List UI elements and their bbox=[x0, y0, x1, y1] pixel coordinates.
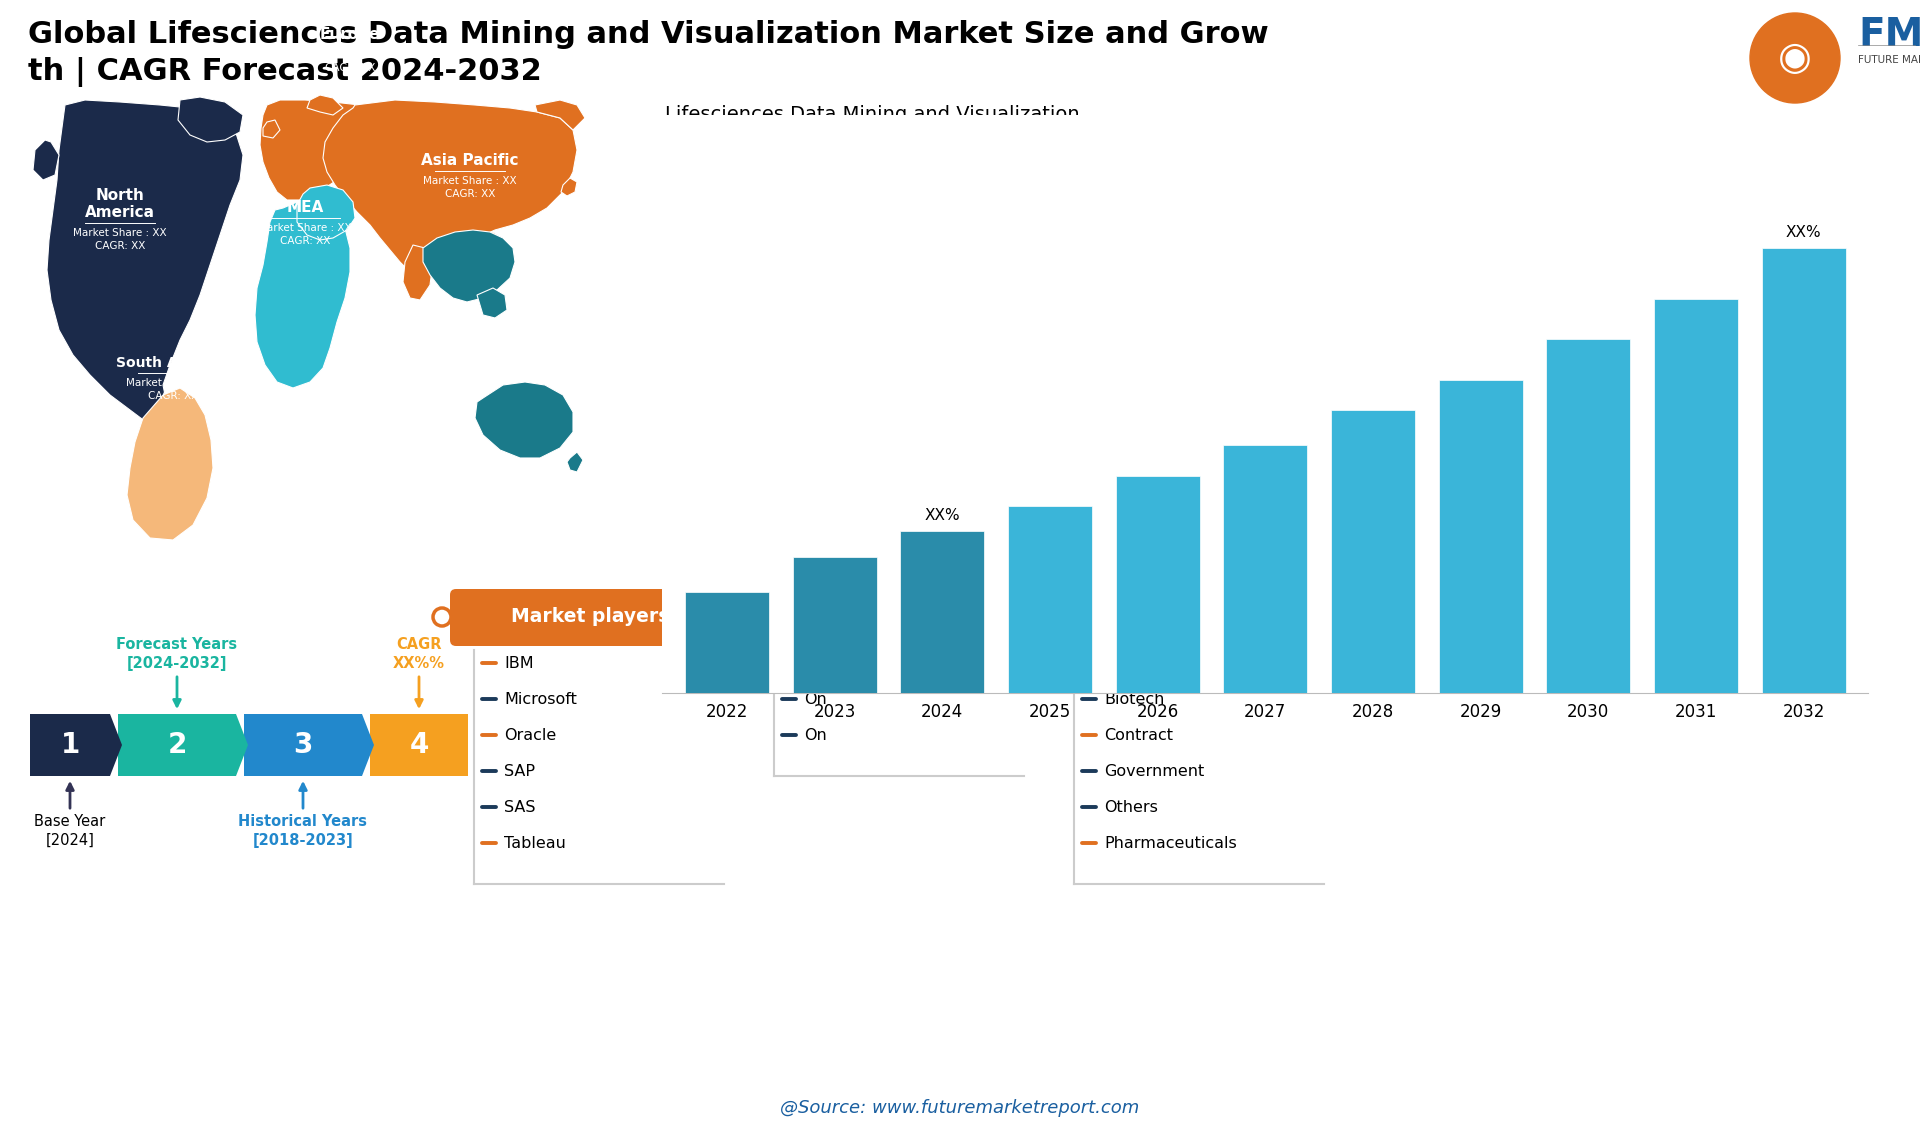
FancyBboxPatch shape bbox=[751, 589, 1029, 646]
Polygon shape bbox=[474, 382, 572, 458]
Bar bbox=[793, 557, 877, 693]
Text: Market Share : XX: Market Share : XX bbox=[257, 223, 351, 233]
Text: Microsoft: Microsoft bbox=[503, 691, 576, 706]
Text: CAGR: XX: CAGR: XX bbox=[280, 236, 330, 246]
Polygon shape bbox=[255, 201, 349, 388]
Text: CAGR: XX: CAGR: XX bbox=[148, 391, 198, 401]
Text: Market Share : XX: Market Share : XX bbox=[422, 176, 516, 186]
Text: By application: By application bbox=[1114, 607, 1265, 627]
Text: @Source: www.futuremarketreport.com: @Source: www.futuremarketreport.com bbox=[780, 1099, 1140, 1117]
Text: IBM: IBM bbox=[503, 656, 534, 670]
Bar bbox=[1438, 379, 1523, 693]
Bar bbox=[1331, 410, 1415, 693]
Bar bbox=[1008, 507, 1092, 693]
Text: SAP: SAP bbox=[503, 763, 536, 778]
Polygon shape bbox=[561, 178, 578, 196]
Text: Lifesciences Data Mining and Visualization
Market Size Growth In
Bln or Mln: Lifesciences Data Mining and Visualizati… bbox=[664, 105, 1079, 180]
Text: Europe: Europe bbox=[321, 28, 380, 42]
Bar bbox=[31, 714, 109, 776]
Text: Market Share : XX: Market Share : XX bbox=[73, 228, 167, 238]
Polygon shape bbox=[363, 714, 374, 776]
Text: Global Lifesciences Data Mining and Visualization Market Size and Grow
th | CAGR: Global Lifesciences Data Mining and Visu… bbox=[29, 19, 1269, 87]
Text: On: On bbox=[804, 728, 828, 743]
Polygon shape bbox=[474, 231, 507, 268]
Bar bbox=[371, 714, 468, 776]
Polygon shape bbox=[46, 100, 244, 435]
Text: Base Year
[2024]: Base Year [2024] bbox=[35, 814, 106, 848]
Bar bbox=[1653, 299, 1738, 693]
Bar bbox=[900, 532, 985, 693]
Polygon shape bbox=[307, 95, 344, 115]
FancyBboxPatch shape bbox=[449, 589, 730, 646]
Text: Government: Government bbox=[1104, 763, 1204, 778]
Text: XX%: XX% bbox=[925, 509, 960, 524]
Text: North
America: North America bbox=[84, 188, 156, 220]
Polygon shape bbox=[263, 120, 280, 138]
Text: FMR: FMR bbox=[1859, 16, 1920, 54]
Circle shape bbox=[1033, 609, 1050, 626]
Polygon shape bbox=[127, 388, 213, 540]
Text: 3: 3 bbox=[294, 731, 313, 759]
Polygon shape bbox=[259, 100, 403, 201]
Text: By type: By type bbox=[851, 607, 931, 627]
Text: Others: Others bbox=[1104, 800, 1158, 815]
Bar bbox=[1546, 339, 1630, 693]
Polygon shape bbox=[109, 714, 123, 776]
Text: Asia Pacific: Asia Pacific bbox=[420, 154, 518, 168]
Text: Pharmaceuticals: Pharmaceuticals bbox=[1104, 835, 1236, 850]
Text: Contract: Contract bbox=[1104, 728, 1173, 743]
Bar bbox=[685, 592, 770, 693]
Text: Historical Years
[2018-2023]: Historical Years [2018-2023] bbox=[238, 814, 367, 848]
Polygon shape bbox=[323, 100, 578, 278]
Text: CAGR: XX: CAGR: XX bbox=[445, 189, 495, 199]
Circle shape bbox=[1749, 13, 1839, 103]
Text: FUTURE MARKET REPORT: FUTURE MARKET REPORT bbox=[1859, 55, 1920, 65]
Text: Academia: Academia bbox=[1104, 656, 1183, 670]
Polygon shape bbox=[403, 245, 434, 300]
Text: On: On bbox=[804, 691, 828, 706]
Circle shape bbox=[733, 609, 751, 626]
Text: CAGR
XX%%: CAGR XX%% bbox=[394, 637, 445, 672]
Text: Both: Both bbox=[804, 656, 841, 670]
Text: CAGR: XX: CAGR: XX bbox=[324, 63, 374, 73]
Text: 4: 4 bbox=[409, 731, 428, 759]
Polygon shape bbox=[476, 288, 507, 317]
Polygon shape bbox=[298, 185, 355, 240]
Bar bbox=[1761, 249, 1845, 693]
FancyBboxPatch shape bbox=[1050, 589, 1331, 646]
Text: CAGR: XX: CAGR: XX bbox=[94, 241, 146, 251]
Text: South America: South America bbox=[115, 356, 230, 370]
Polygon shape bbox=[236, 714, 248, 776]
Polygon shape bbox=[566, 452, 584, 472]
Text: MEA: MEA bbox=[286, 201, 324, 215]
Text: Tableau: Tableau bbox=[503, 835, 566, 850]
Text: 1: 1 bbox=[60, 731, 79, 759]
Bar bbox=[1223, 446, 1308, 693]
Text: ◉: ◉ bbox=[1778, 39, 1812, 77]
Polygon shape bbox=[536, 100, 586, 129]
Text: Market Share : XX: Market Share : XX bbox=[303, 50, 397, 60]
Polygon shape bbox=[33, 140, 60, 180]
Text: XX%: XX% bbox=[1786, 225, 1822, 240]
Circle shape bbox=[434, 609, 451, 626]
Bar bbox=[117, 714, 236, 776]
Text: SAS: SAS bbox=[503, 800, 536, 815]
Text: Market players: Market players bbox=[511, 607, 670, 627]
Text: Oracle: Oracle bbox=[503, 728, 557, 743]
Bar bbox=[244, 714, 363, 776]
Text: 2: 2 bbox=[167, 731, 186, 759]
Polygon shape bbox=[422, 230, 515, 303]
Bar bbox=[1116, 476, 1200, 693]
Polygon shape bbox=[179, 97, 244, 142]
Text: Market Share : XX: Market Share : XX bbox=[127, 378, 219, 388]
Text: Forecast Years
[2024-2032]: Forecast Years [2024-2032] bbox=[117, 637, 238, 672]
Text: Biotech: Biotech bbox=[1104, 691, 1164, 706]
